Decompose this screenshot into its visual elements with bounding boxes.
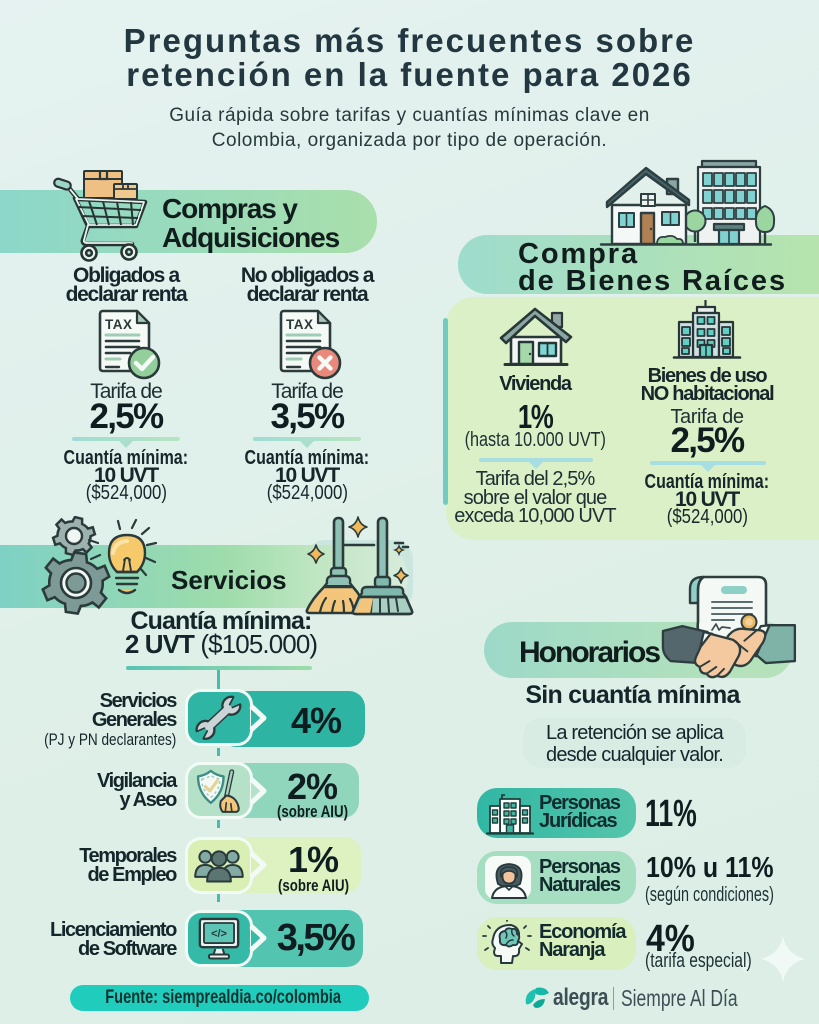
svg-text:TAX: TAX	[105, 317, 133, 332]
svg-text:TAX: TAX	[286, 317, 314, 332]
svg-text:</>: </>	[211, 928, 227, 940]
